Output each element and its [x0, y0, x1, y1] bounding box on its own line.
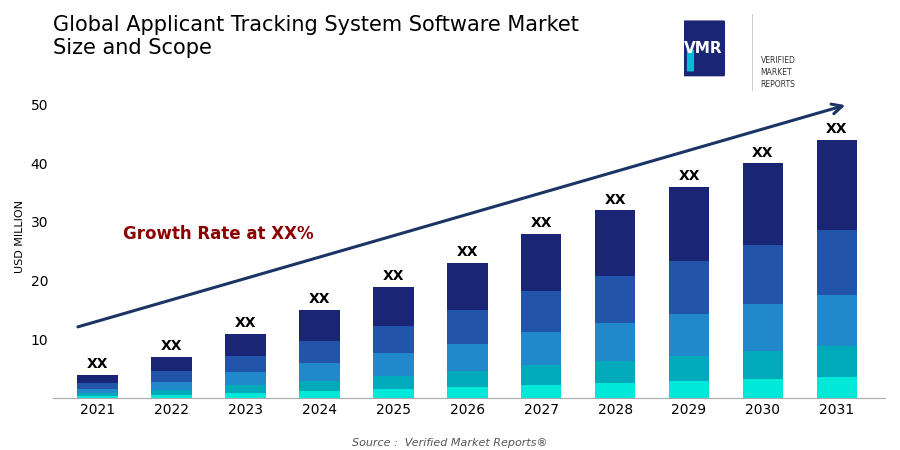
- FancyBboxPatch shape: [682, 20, 725, 76]
- Bar: [669, 187, 709, 261]
- Text: Source :  Verified Market Reports®: Source : Verified Market Reports®: [352, 437, 548, 447]
- Text: XX: XX: [160, 339, 182, 354]
- Bar: [446, 344, 488, 371]
- Bar: [669, 261, 709, 314]
- Bar: [669, 356, 709, 381]
- Bar: [299, 341, 339, 363]
- Bar: [299, 310, 339, 341]
- Bar: [77, 383, 118, 389]
- Text: XX: XX: [309, 292, 330, 306]
- Bar: [373, 389, 414, 398]
- Bar: [299, 381, 339, 391]
- Bar: [446, 371, 488, 387]
- Bar: [151, 395, 192, 398]
- Bar: [225, 372, 266, 385]
- Bar: [521, 234, 562, 291]
- Text: XX: XX: [456, 246, 478, 260]
- Bar: [446, 310, 488, 344]
- Text: XX: XX: [235, 316, 256, 330]
- Text: XX: XX: [86, 357, 108, 371]
- Bar: [816, 295, 858, 346]
- Text: XX: XX: [604, 193, 626, 207]
- Text: XX: XX: [679, 169, 700, 183]
- Bar: [816, 378, 858, 398]
- Bar: [742, 163, 783, 245]
- Bar: [151, 357, 192, 371]
- Text: VMR: VMR: [684, 41, 723, 56]
- Bar: [521, 365, 562, 385]
- Bar: [816, 346, 858, 378]
- Y-axis label: USD MILLION: USD MILLION: [15, 200, 25, 273]
- Bar: [595, 360, 635, 383]
- Bar: [521, 291, 562, 333]
- Bar: [299, 391, 339, 398]
- Bar: [595, 210, 635, 276]
- Bar: [225, 333, 266, 356]
- Bar: [521, 333, 562, 365]
- Bar: [742, 351, 783, 379]
- Text: XX: XX: [752, 146, 774, 160]
- Text: XX: XX: [530, 216, 552, 230]
- Text: Global Applicant Tracking System Software Market
Size and Scope: Global Applicant Tracking System Softwar…: [53, 15, 579, 58]
- Bar: [77, 396, 118, 398]
- Bar: [742, 245, 783, 304]
- Bar: [77, 393, 118, 396]
- Text: XX: XX: [826, 122, 848, 136]
- Bar: [151, 390, 192, 395]
- Bar: [595, 383, 635, 398]
- Bar: [669, 381, 709, 398]
- Bar: [742, 379, 783, 398]
- Bar: [446, 387, 488, 398]
- Bar: [373, 354, 414, 376]
- Bar: [225, 385, 266, 393]
- FancyBboxPatch shape: [687, 50, 694, 72]
- Text: VERIFIED
MARKET
REPORTS: VERIFIED MARKET REPORTS: [760, 56, 796, 89]
- Bar: [373, 326, 414, 354]
- Bar: [373, 287, 414, 326]
- Bar: [446, 263, 488, 310]
- Bar: [816, 230, 858, 295]
- Bar: [669, 314, 709, 356]
- Bar: [816, 140, 858, 230]
- Bar: [742, 304, 783, 351]
- Bar: [373, 376, 414, 389]
- Text: Growth Rate at XX%: Growth Rate at XX%: [123, 225, 314, 243]
- Bar: [151, 371, 192, 382]
- Bar: [521, 385, 562, 398]
- Bar: [225, 356, 266, 372]
- Bar: [77, 375, 118, 383]
- Bar: [225, 393, 266, 398]
- Bar: [595, 276, 635, 323]
- Bar: [77, 389, 118, 393]
- Bar: [299, 363, 339, 381]
- Bar: [595, 323, 635, 360]
- Bar: [151, 382, 192, 390]
- Text: XX: XX: [382, 269, 404, 283]
